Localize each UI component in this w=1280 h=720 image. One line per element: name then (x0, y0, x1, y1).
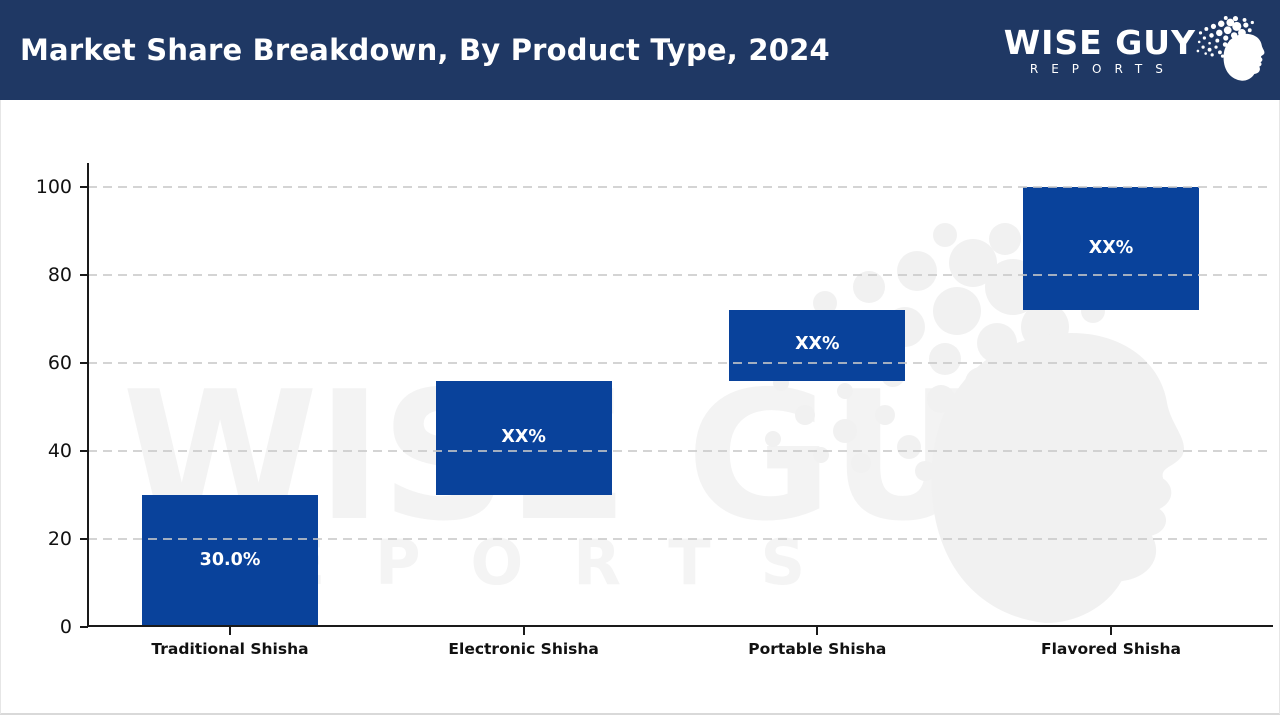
bar-4 (1023, 187, 1199, 311)
y-tick-40 (80, 450, 88, 452)
y-axis-line (87, 163, 89, 627)
x-category-label: Traditional Shisha (151, 640, 309, 658)
gridline-20 (88, 538, 1272, 540)
x-tick-2 (522, 627, 525, 635)
wiseguy-logo: WISE GUY REPORTS (1004, 16, 1268, 84)
y-tick-60 (80, 362, 88, 364)
x-tick-4 (1110, 627, 1112, 635)
y-tick-label: 60 (47, 352, 72, 374)
logo-wordmark: WISE GUY (1003, 22, 1196, 62)
x-category-label: Flavored Shisha (1041, 640, 1181, 658)
plot-area: WISE GUY REPORTS 0 20 40 60 80 100 30.0% XX% XX… (0, 100, 1280, 715)
bottom-border (0, 713, 1280, 715)
y-tick-label: 20 (47, 528, 72, 550)
gridline-100 (88, 186, 1272, 188)
x-category-label: Portable Shisha (748, 640, 887, 658)
y-tick-0 (80, 626, 88, 628)
bar-value-label: XX% (1088, 237, 1134, 258)
page-header: Market Share Breakdown, By Product Type,… (0, 0, 1280, 100)
bar-1 (142, 495, 318, 627)
y-tick-label: 40 (47, 440, 72, 462)
x-tick-3 (816, 627, 819, 635)
gridline-40 (88, 450, 1272, 452)
bar-value-label: XX% (501, 426, 546, 447)
bar-3 (729, 310, 906, 381)
x-category-label: Electronic Shisha (448, 640, 599, 658)
x-tick-1 (229, 627, 231, 635)
bar-2 (435, 380, 612, 495)
logo-subtitle: REPORTS (1029, 61, 1176, 76)
y-tick-label: 0 (59, 616, 72, 638)
gridline-80 (88, 274, 1272, 276)
page-title: Market Share Breakdown, By Product Type,… (20, 33, 830, 67)
y-tick-label: 100 (35, 176, 72, 198)
y-tick-100 (80, 186, 88, 188)
y-tick-label: 80 (47, 264, 72, 286)
x-axis-line (87, 625, 1273, 627)
y-tick-80 (80, 274, 88, 276)
left-border (0, 100, 1, 714)
bar-value-label: XX% (795, 334, 840, 355)
bar-value-label: 30.0% (199, 550, 261, 570)
gridline-60 (88, 362, 1272, 364)
logo-text: WISE GUY REPORTS (1004, 26, 1196, 75)
y-tick-20 (80, 538, 88, 540)
wiseguy-head-icon (1196, 16, 1265, 81)
